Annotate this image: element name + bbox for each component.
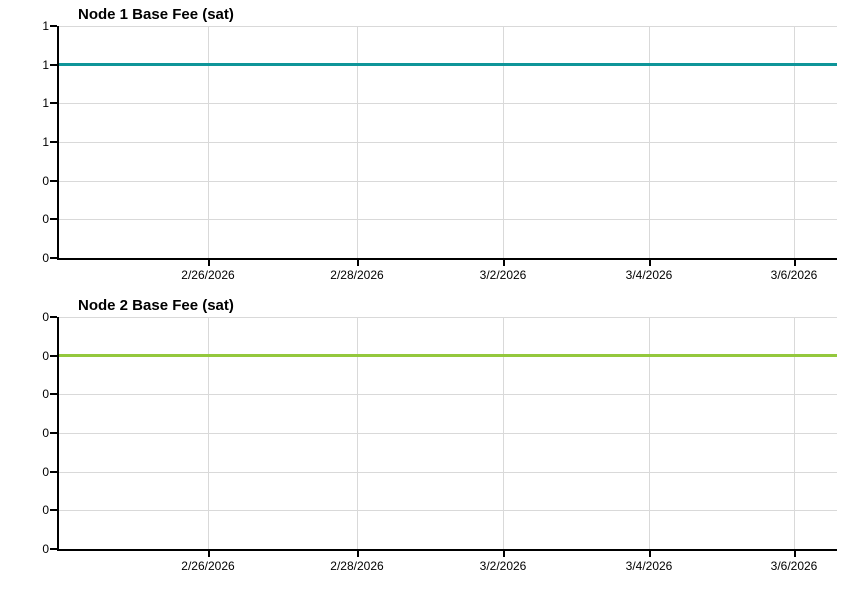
h-gridline [59, 103, 837, 104]
v-gridline [503, 317, 504, 549]
y-axis-label: 0 [42, 465, 49, 479]
y-axis-label: 1 [42, 96, 49, 110]
x-axis-label: 3/2/2026 [479, 559, 527, 573]
x-axis-tick [649, 258, 651, 266]
x-axis-label: 2/28/2026 [330, 268, 384, 282]
y-axis-tick [50, 25, 57, 27]
node1-chart-title: Node 1 Base Fee (sat) [78, 6, 234, 23]
y-axis-tick [50, 218, 57, 220]
v-gridline [357, 26, 358, 258]
y-axis-tick [50, 64, 57, 66]
h-gridline [59, 26, 837, 27]
node1-plot-area: 1 1 1 1 0 0 0 2/26/2026 2/28/2026 3/2/2026 3/4/202… [42, 19, 837, 282]
series-line [59, 63, 837, 67]
y-axis-tick [50, 432, 57, 434]
x-axis-label: 2/26/2026 [181, 268, 235, 282]
y-axis-label: 0 [42, 251, 49, 265]
y-axis-tick [50, 257, 57, 259]
y-axis-label: 1 [42, 58, 49, 72]
h-gridline [59, 433, 837, 434]
y-axis-tick [50, 102, 57, 104]
node1-base-fee-chart: Node 1 Base Fee (sat) 1 1 1 1 0 0 0 2/26/2026 2/… [0, 0, 860, 291]
series-line [59, 354, 837, 358]
v-gridline [208, 317, 209, 549]
v-gridline [503, 26, 504, 258]
x-axis-tick [357, 258, 359, 266]
y-axis-label: 0 [42, 542, 49, 556]
v-gridline [794, 317, 795, 549]
x-axis-label: 3/6/2026 [770, 559, 818, 573]
node2-plot-area: 0 0 0 0 0 0 0 2/26/2026 2/28/2026 3/2/2026 3/4/202… [42, 310, 837, 573]
v-gridline [649, 317, 650, 549]
x-axis-tick [208, 549, 210, 557]
x-axis-tick [357, 549, 359, 557]
y-axis-label: 0 [42, 503, 49, 517]
y-axis-tick [50, 509, 57, 511]
y-axis-label: 0 [42, 310, 49, 324]
y-axis-tick [50, 180, 57, 182]
x-axis-tick [503, 258, 505, 266]
x-axis-tick [649, 549, 651, 557]
y-axis-label: 0 [42, 212, 49, 226]
y-axis-label: 1 [42, 135, 49, 149]
x-axis-tick [208, 258, 210, 266]
y-axis-label: 1 [42, 19, 49, 33]
h-gridline [59, 317, 837, 318]
v-gridline [794, 26, 795, 258]
h-gridline [59, 181, 837, 182]
y-axis-tick [50, 471, 57, 473]
y-axis-label: 0 [42, 174, 49, 188]
v-gridline [357, 317, 358, 549]
y-axis-label: 0 [42, 426, 49, 440]
y-axis-tick [50, 355, 57, 357]
x-axis-tick [794, 258, 796, 266]
y-axis-tick [50, 548, 57, 550]
x-axis-label: 2/26/2026 [181, 559, 235, 573]
y-axis-label: 0 [42, 349, 49, 363]
h-gridline [59, 472, 837, 473]
h-gridline [59, 142, 837, 143]
h-gridline [59, 510, 837, 511]
y-axis-label: 0 [42, 387, 49, 401]
y-axis-tick [50, 393, 57, 395]
v-gridline [208, 26, 209, 258]
node2-chart-title: Node 2 Base Fee (sat) [78, 297, 234, 314]
x-axis-tick [503, 549, 505, 557]
h-gridline [59, 219, 837, 220]
x-axis-label: 2/28/2026 [330, 559, 384, 573]
y-axis-tick [50, 141, 57, 143]
y-axis-tick [50, 316, 57, 318]
h-gridline [59, 394, 837, 395]
x-axis-label: 3/4/2026 [625, 268, 673, 282]
x-axis-label: 3/6/2026 [770, 268, 818, 282]
x-axis-tick [794, 549, 796, 557]
x-axis-label: 3/2/2026 [479, 268, 527, 282]
v-gridline [649, 26, 650, 258]
x-axis-label: 3/4/2026 [625, 559, 673, 573]
node2-base-fee-chart: Node 2 Base Fee (sat) 0 0 0 0 0 0 0 2/26/2026 2/… [0, 291, 860, 600]
